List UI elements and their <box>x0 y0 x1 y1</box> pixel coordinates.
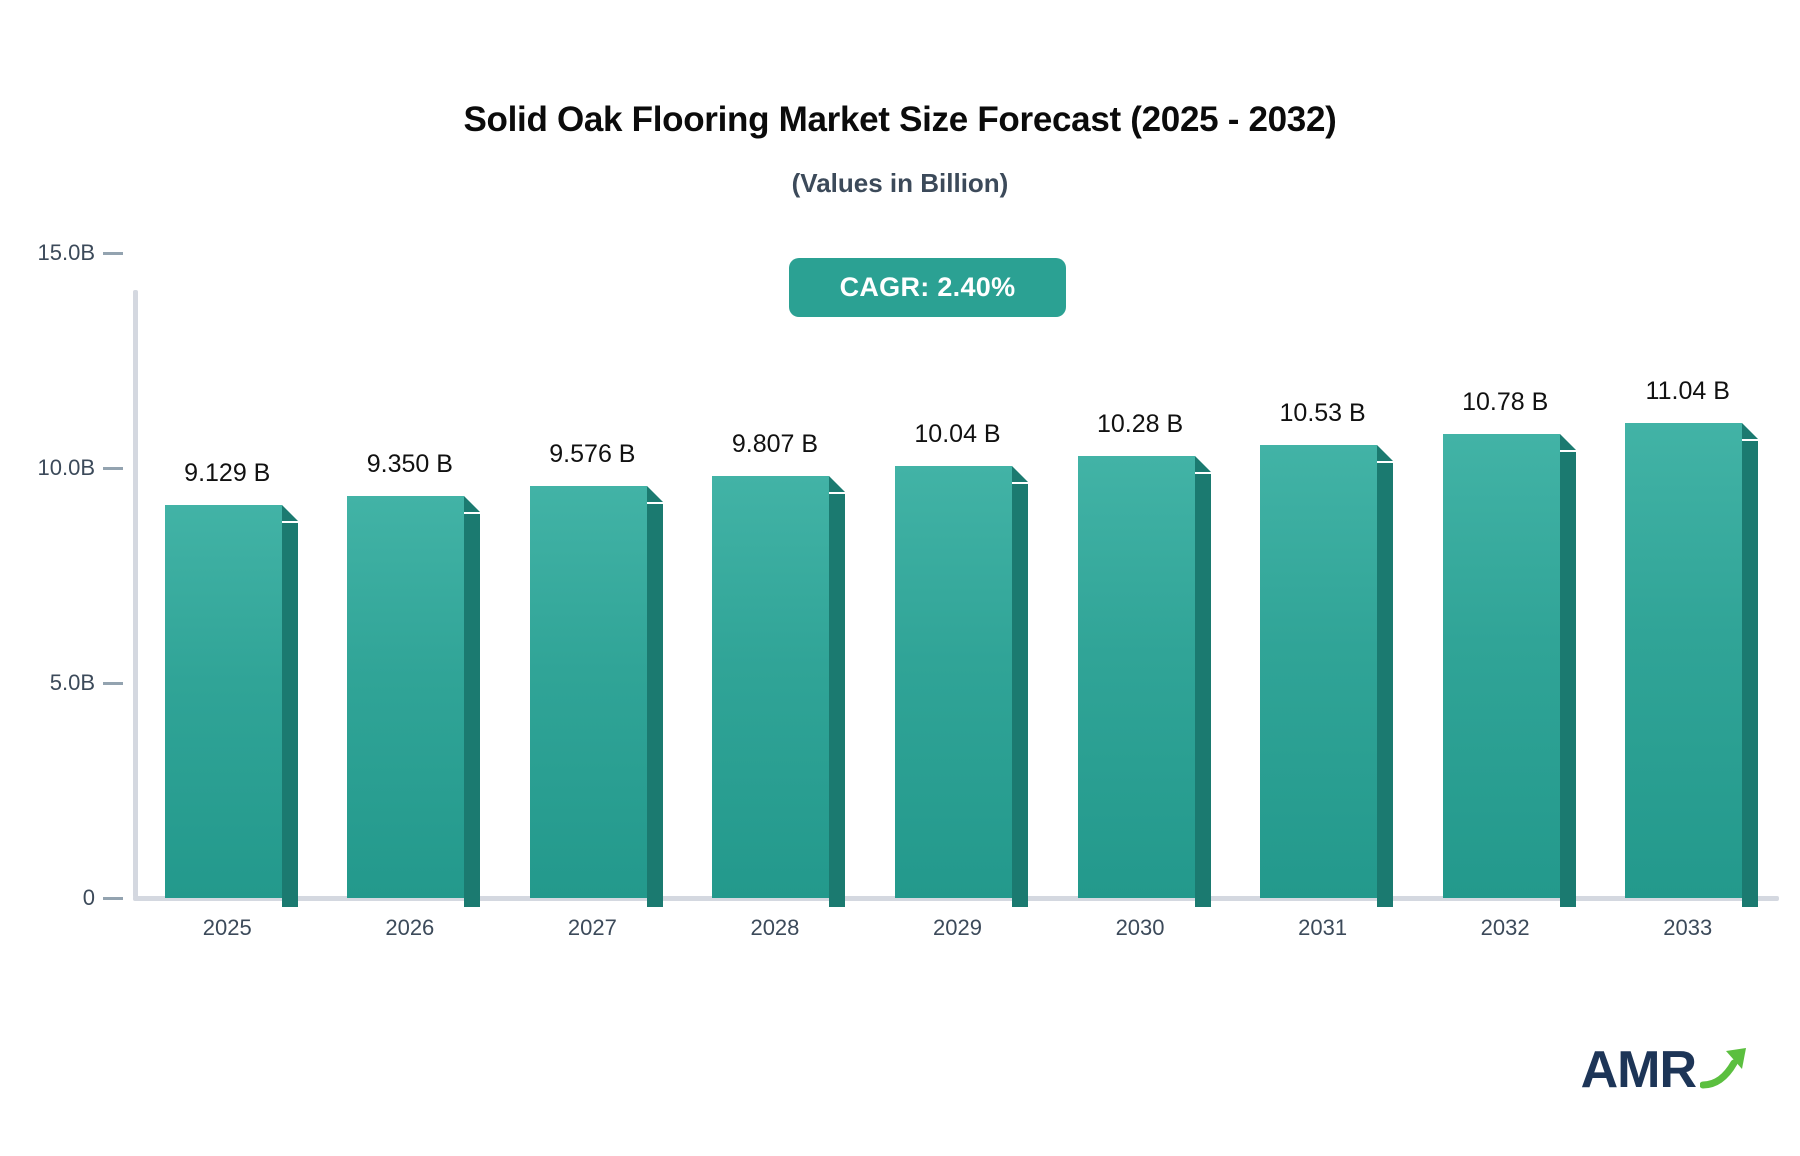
x-axis-tick-label: 2028 <box>750 915 800 940</box>
bar-side-face <box>1559 452 1576 907</box>
bar-value-label: 10.78 B <box>1462 388 1549 417</box>
bar-2025[interactable] <box>164 505 298 907</box>
bar-top-bevel <box>1194 455 1211 472</box>
bar-side-face <box>1377 463 1394 907</box>
bar-side-face <box>646 504 663 907</box>
y-axis-tick-label: 5.0B <box>49 670 95 695</box>
y-axis-tick-mark <box>103 252 123 255</box>
bar-2032[interactable] <box>1442 434 1576 907</box>
bar-2030[interactable] <box>1077 455 1211 907</box>
bar-top-bevel <box>1377 445 1394 462</box>
bar-side-face <box>1012 484 1028 907</box>
bar-side-face <box>464 513 481 907</box>
bar-front-face <box>1077 455 1195 898</box>
bar-value-label: 10.04 B <box>914 420 1001 449</box>
logo-text: AMR <box>1580 1041 1697 1099</box>
cagr-badge: CAGR: 2.40% <box>789 258 1066 317</box>
bar-side-face <box>1194 473 1211 907</box>
bar-top-bevel <box>829 476 846 493</box>
bar-front-face <box>529 486 647 898</box>
bar-value-label: 9.350 B <box>366 449 453 478</box>
bar-top-bevel <box>1559 434 1576 451</box>
bar-2031[interactable] <box>1260 445 1394 907</box>
x-axis-tick-label: 2027 <box>567 915 617 940</box>
bar-value-label: 10.53 B <box>1279 399 1366 428</box>
chart-subtitle: (Values in Billion) <box>791 168 1009 198</box>
bar-value-label: 11.04 B <box>1645 377 1730 406</box>
bar-front-face <box>1625 423 1743 898</box>
bar-top-bevel <box>281 505 298 522</box>
bar-value-label: 10.28 B <box>1096 409 1184 438</box>
x-axis-tick-label: 2032 <box>1480 915 1530 940</box>
x-axis-tick-label: 2031 <box>1298 915 1348 940</box>
x-axis-tick-label: 2030 <box>1115 915 1165 940</box>
bar-side-face <box>281 523 298 907</box>
bar-top-bevel <box>1012 466 1028 483</box>
amr-logo: AMR <box>1581 1044 1752 1096</box>
y-axis-tick-mark <box>103 682 123 685</box>
bar-2033[interactable] <box>1625 423 1759 907</box>
bar-2029[interactable] <box>895 466 1028 907</box>
y-axis-tick-label: 10.0B <box>37 455 96 480</box>
y-axis-tick-label: 15.0B <box>37 240 96 265</box>
bar-value-label: 9.807 B <box>731 430 819 459</box>
y-axis-line <box>133 290 138 898</box>
x-axis-tick-label: 2025 <box>202 915 252 940</box>
bar-value-label: 9.129 B <box>184 459 271 488</box>
y-axis-tick-mark <box>103 897 123 900</box>
bar-2027[interactable] <box>529 486 663 907</box>
bar-2028[interactable] <box>712 476 846 907</box>
bar-front-face <box>164 505 282 898</box>
y-axis-tick-mark <box>103 467 123 470</box>
cagr-badge-label: CAGR: 2.40% <box>839 272 1016 302</box>
bar-side-face <box>829 494 846 907</box>
page-title: Solid Oak Flooring Market Size Forecast … <box>463 100 1337 139</box>
bar-front-face <box>1442 434 1560 898</box>
bar-top-bevel <box>1742 423 1759 440</box>
y-axis-tick-label: 0 <box>82 885 95 910</box>
bar-front-face <box>712 476 830 898</box>
x-axis-tick-label: 2033 <box>1663 915 1713 940</box>
bar-2026[interactable] <box>347 495 481 907</box>
bar-value-label: 9.576 B <box>549 440 636 469</box>
bar-front-face <box>1260 445 1378 898</box>
x-axis-tick-label: 2029 <box>933 915 982 940</box>
bar-front-face <box>347 495 465 898</box>
bar-top-bevel <box>464 495 481 512</box>
bar-front-face <box>895 466 1012 898</box>
bar-side-face <box>1742 441 1759 907</box>
x-axis-tick-label: 2026 <box>385 915 435 940</box>
bar-top-bevel <box>646 486 663 503</box>
arrow-up-right-icon <box>1699 1045 1752 1094</box>
x-axis-line <box>133 896 1779 901</box>
